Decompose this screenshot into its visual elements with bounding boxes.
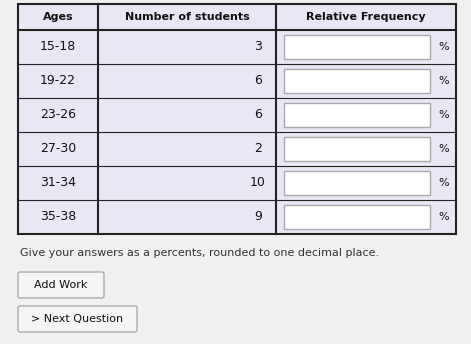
Bar bbox=[284, 137, 430, 161]
Text: Add Work: Add Work bbox=[34, 280, 88, 290]
Bar bbox=[18, 4, 456, 30]
Text: 19-22: 19-22 bbox=[40, 75, 76, 87]
Text: %: % bbox=[439, 178, 449, 188]
Text: > Next Question: > Next Question bbox=[32, 314, 123, 324]
Text: 31-34: 31-34 bbox=[40, 176, 76, 190]
Bar bbox=[284, 205, 430, 229]
Bar bbox=[18, 64, 456, 98]
Text: 3: 3 bbox=[254, 41, 262, 54]
Bar bbox=[18, 132, 456, 166]
Text: %: % bbox=[439, 76, 449, 86]
Text: 35-38: 35-38 bbox=[40, 211, 76, 224]
Text: Number of students: Number of students bbox=[125, 12, 249, 22]
Text: %: % bbox=[439, 144, 449, 154]
Text: 9: 9 bbox=[254, 211, 262, 224]
Bar bbox=[18, 166, 456, 200]
Text: 27-30: 27-30 bbox=[40, 142, 76, 155]
Text: %: % bbox=[439, 42, 449, 52]
Text: 2: 2 bbox=[254, 142, 262, 155]
Text: %: % bbox=[439, 110, 449, 120]
FancyBboxPatch shape bbox=[18, 272, 104, 298]
Bar bbox=[18, 4, 456, 234]
Bar bbox=[284, 35, 430, 59]
Text: 6: 6 bbox=[254, 75, 262, 87]
Text: 10: 10 bbox=[250, 176, 266, 190]
Text: 23-26: 23-26 bbox=[40, 108, 76, 121]
Text: Ages: Ages bbox=[43, 12, 73, 22]
Text: 6: 6 bbox=[254, 108, 262, 121]
Text: Give your answers as a percents, rounded to one decimal place.: Give your answers as a percents, rounded… bbox=[20, 248, 379, 258]
Bar bbox=[18, 30, 456, 64]
Bar bbox=[284, 69, 430, 93]
Bar bbox=[284, 171, 430, 195]
Text: Relative Frequency: Relative Frequency bbox=[306, 12, 426, 22]
FancyBboxPatch shape bbox=[18, 306, 137, 332]
Text: %: % bbox=[439, 212, 449, 222]
Bar bbox=[284, 103, 430, 127]
Bar bbox=[18, 200, 456, 234]
Bar bbox=[18, 98, 456, 132]
Text: 15-18: 15-18 bbox=[40, 41, 76, 54]
